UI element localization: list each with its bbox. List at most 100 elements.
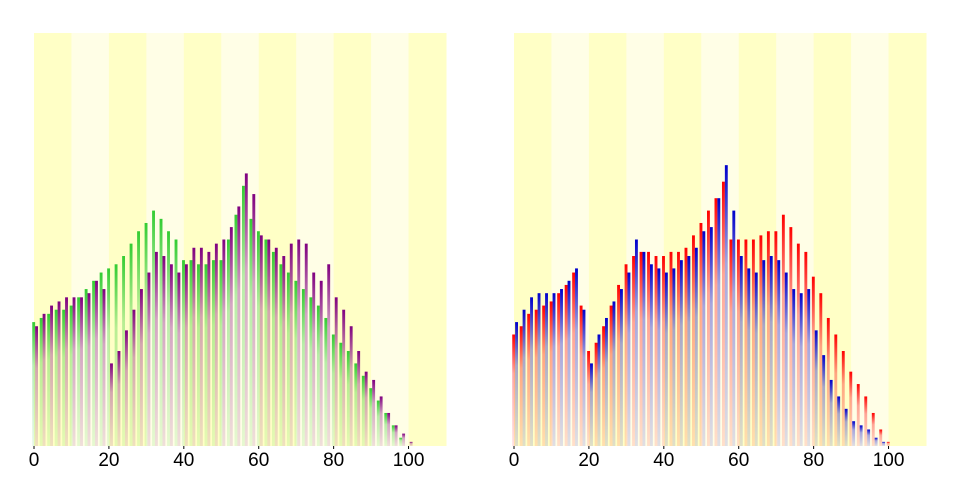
bar	[39, 317, 43, 446]
bar	[129, 243, 133, 446]
bar	[552, 293, 556, 446]
bar	[707, 210, 710, 446]
bar	[759, 235, 763, 446]
bar	[605, 317, 608, 446]
bar	[590, 363, 593, 446]
bar	[279, 264, 283, 446]
bar	[754, 272, 758, 446]
background-band	[408, 33, 447, 446]
bar	[334, 297, 338, 446]
bar	[572, 272, 576, 446]
bar	[609, 305, 613, 446]
bar	[799, 293, 803, 446]
x-tick-label: 20	[98, 450, 119, 471]
bar	[519, 326, 523, 446]
bar	[147, 272, 151, 446]
bar	[822, 355, 826, 446]
bar	[77, 297, 81, 446]
bar	[125, 330, 128, 446]
x-tick-label: 0	[509, 450, 520, 471]
bar	[792, 289, 796, 446]
bar	[717, 198, 721, 446]
bar	[259, 235, 263, 446]
bar	[789, 227, 793, 446]
bar	[184, 264, 188, 446]
bar	[409, 441, 413, 446]
bar	[87, 293, 91, 446]
bar	[327, 264, 331, 446]
bar	[781, 214, 785, 446]
bar	[699, 222, 703, 446]
bar	[372, 379, 376, 446]
bar	[582, 309, 586, 446]
bar	[522, 309, 526, 446]
bar	[597, 334, 601, 446]
bar	[729, 239, 733, 446]
bar	[826, 317, 830, 446]
bar	[677, 251, 680, 446]
bar	[50, 305, 53, 446]
bar	[811, 276, 815, 446]
bar	[222, 239, 226, 446]
bar	[271, 251, 275, 446]
x-tick-label: 60	[728, 450, 749, 471]
bar	[542, 305, 546, 446]
bar	[182, 260, 185, 446]
bar	[602, 326, 606, 446]
bar	[346, 351, 350, 446]
bar	[649, 264, 653, 446]
bar	[837, 396, 841, 446]
bar	[736, 239, 740, 446]
background-band	[851, 33, 890, 446]
bar	[879, 429, 883, 446]
bar	[632, 256, 635, 446]
bar	[199, 247, 203, 446]
bar	[137, 231, 140, 446]
bar	[244, 173, 248, 447]
x-tick-label: 80	[803, 450, 824, 471]
bar	[229, 227, 233, 446]
bar	[237, 206, 241, 446]
bar	[297, 239, 301, 446]
bar	[177, 272, 181, 446]
bar	[642, 251, 646, 446]
bar	[316, 305, 320, 446]
x-tick-label: 80	[323, 450, 344, 471]
bar	[282, 256, 286, 446]
bar	[679, 260, 683, 446]
bar	[364, 371, 368, 446]
bar	[852, 421, 856, 446]
bar	[864, 396, 868, 446]
bar	[54, 309, 58, 446]
x-tick-label: 20	[578, 450, 599, 471]
bar	[624, 264, 628, 446]
bar	[687, 256, 691, 446]
bar	[80, 297, 83, 446]
bar	[241, 185, 245, 446]
bar	[207, 251, 211, 446]
bar	[819, 293, 823, 446]
bar	[814, 330, 818, 446]
bar	[575, 268, 578, 446]
bar	[144, 222, 148, 446]
bar	[527, 313, 531, 446]
bar	[777, 260, 781, 446]
bar	[627, 272, 631, 446]
bar	[32, 322, 36, 446]
bar	[107, 268, 111, 446]
bar	[530, 297, 533, 446]
bar	[579, 305, 583, 446]
bar	[331, 334, 335, 446]
bar	[694, 247, 698, 446]
bar	[841, 351, 845, 446]
bar	[162, 256, 166, 446]
bar	[859, 425, 863, 446]
bar	[357, 351, 361, 446]
bar	[567, 280, 571, 446]
bar	[376, 400, 380, 446]
bar	[139, 289, 143, 446]
bar	[867, 429, 871, 446]
bar	[744, 239, 748, 446]
bar	[294, 280, 298, 446]
bar	[42, 313, 46, 446]
